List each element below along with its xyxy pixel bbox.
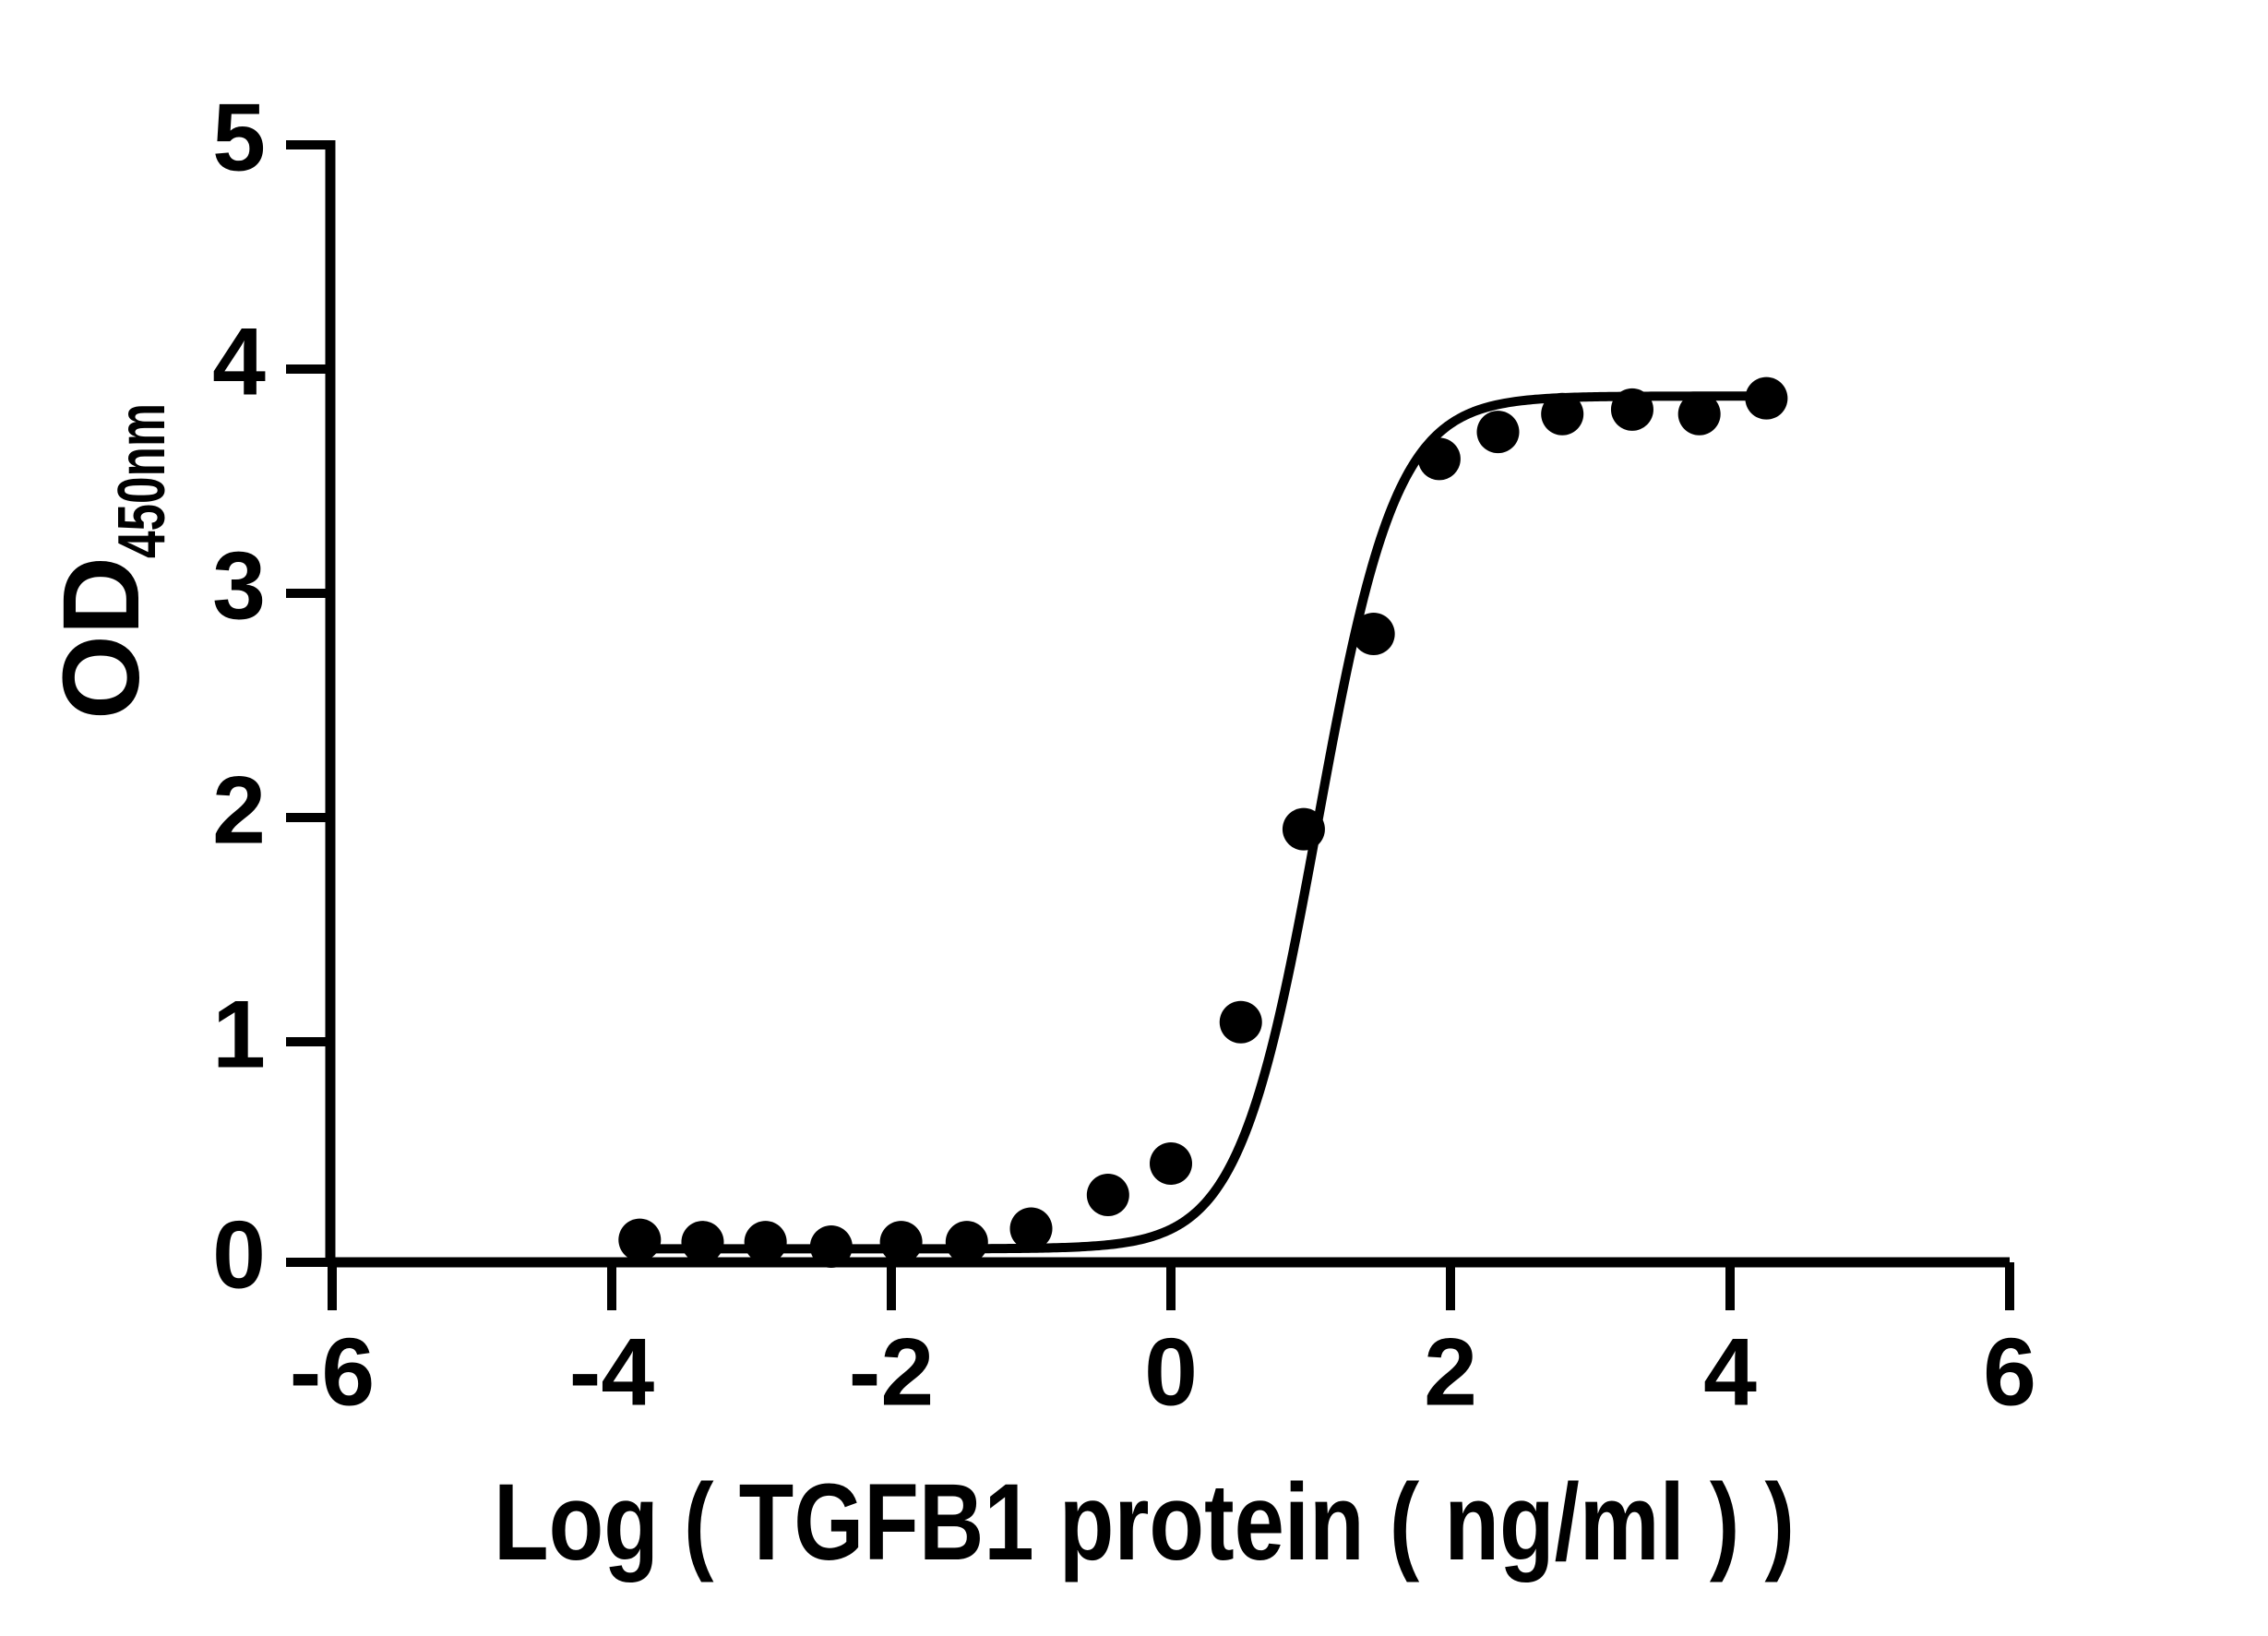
data-point: [1417, 437, 1461, 481]
data-point: [809, 1224, 853, 1268]
data-point: [1009, 1207, 1053, 1250]
y-tick-label-4: 4: [212, 308, 266, 415]
data-point: [1677, 392, 1721, 436]
x-tick-label-neg2: -2: [849, 1319, 934, 1426]
x-tick-label-neg4: -4: [569, 1319, 655, 1426]
axes-spines: [325, 140, 2010, 1268]
data-point: [1282, 807, 1325, 851]
data-point: [1541, 392, 1584, 436]
x-tick-label-0: 0: [1144, 1319, 1198, 1426]
y-tick-label-3: 3: [212, 532, 266, 639]
y-tick-label-0: 0: [212, 1201, 266, 1308]
data-point: [1086, 1174, 1129, 1217]
data-point: [1352, 613, 1395, 656]
data-point: [879, 1221, 923, 1264]
data-point: [1219, 1000, 1262, 1044]
y-axis-title: OD 450nm: [41, 403, 179, 720]
data-point: [1745, 376, 1788, 420]
x-axis-ticks: [328, 1262, 2014, 1310]
y-axis-ticks: [286, 140, 330, 1267]
data-point: [1150, 1141, 1192, 1185]
data-point: [681, 1221, 724, 1264]
y-axis-title-main: OD: [41, 556, 162, 720]
data-point: [618, 1218, 662, 1261]
x-tick-label-4: 4: [1703, 1319, 1757, 1426]
y-axis-title-subscript: 450nm: [105, 403, 179, 558]
data-point: [1610, 388, 1653, 431]
data-point-markers: [618, 376, 1788, 1268]
data-point: [1476, 411, 1520, 454]
x-axis-title: Log ( TGFB1 protein ( ng/ml ) ): [494, 1462, 1795, 1583]
x-tick-label-neg6: -6: [290, 1319, 375, 1426]
data-point: [744, 1221, 787, 1264]
y-tick-label-1: 1: [212, 981, 266, 1088]
y-tick-label-5: 5: [212, 84, 266, 191]
fit-curve: [635, 391, 1772, 1254]
x-tick-label-6: 6: [1983, 1319, 2036, 1426]
data-point: [945, 1221, 988, 1264]
x-tick-label-2: 2: [1424, 1319, 1477, 1426]
y-tick-label-2: 2: [212, 757, 266, 864]
